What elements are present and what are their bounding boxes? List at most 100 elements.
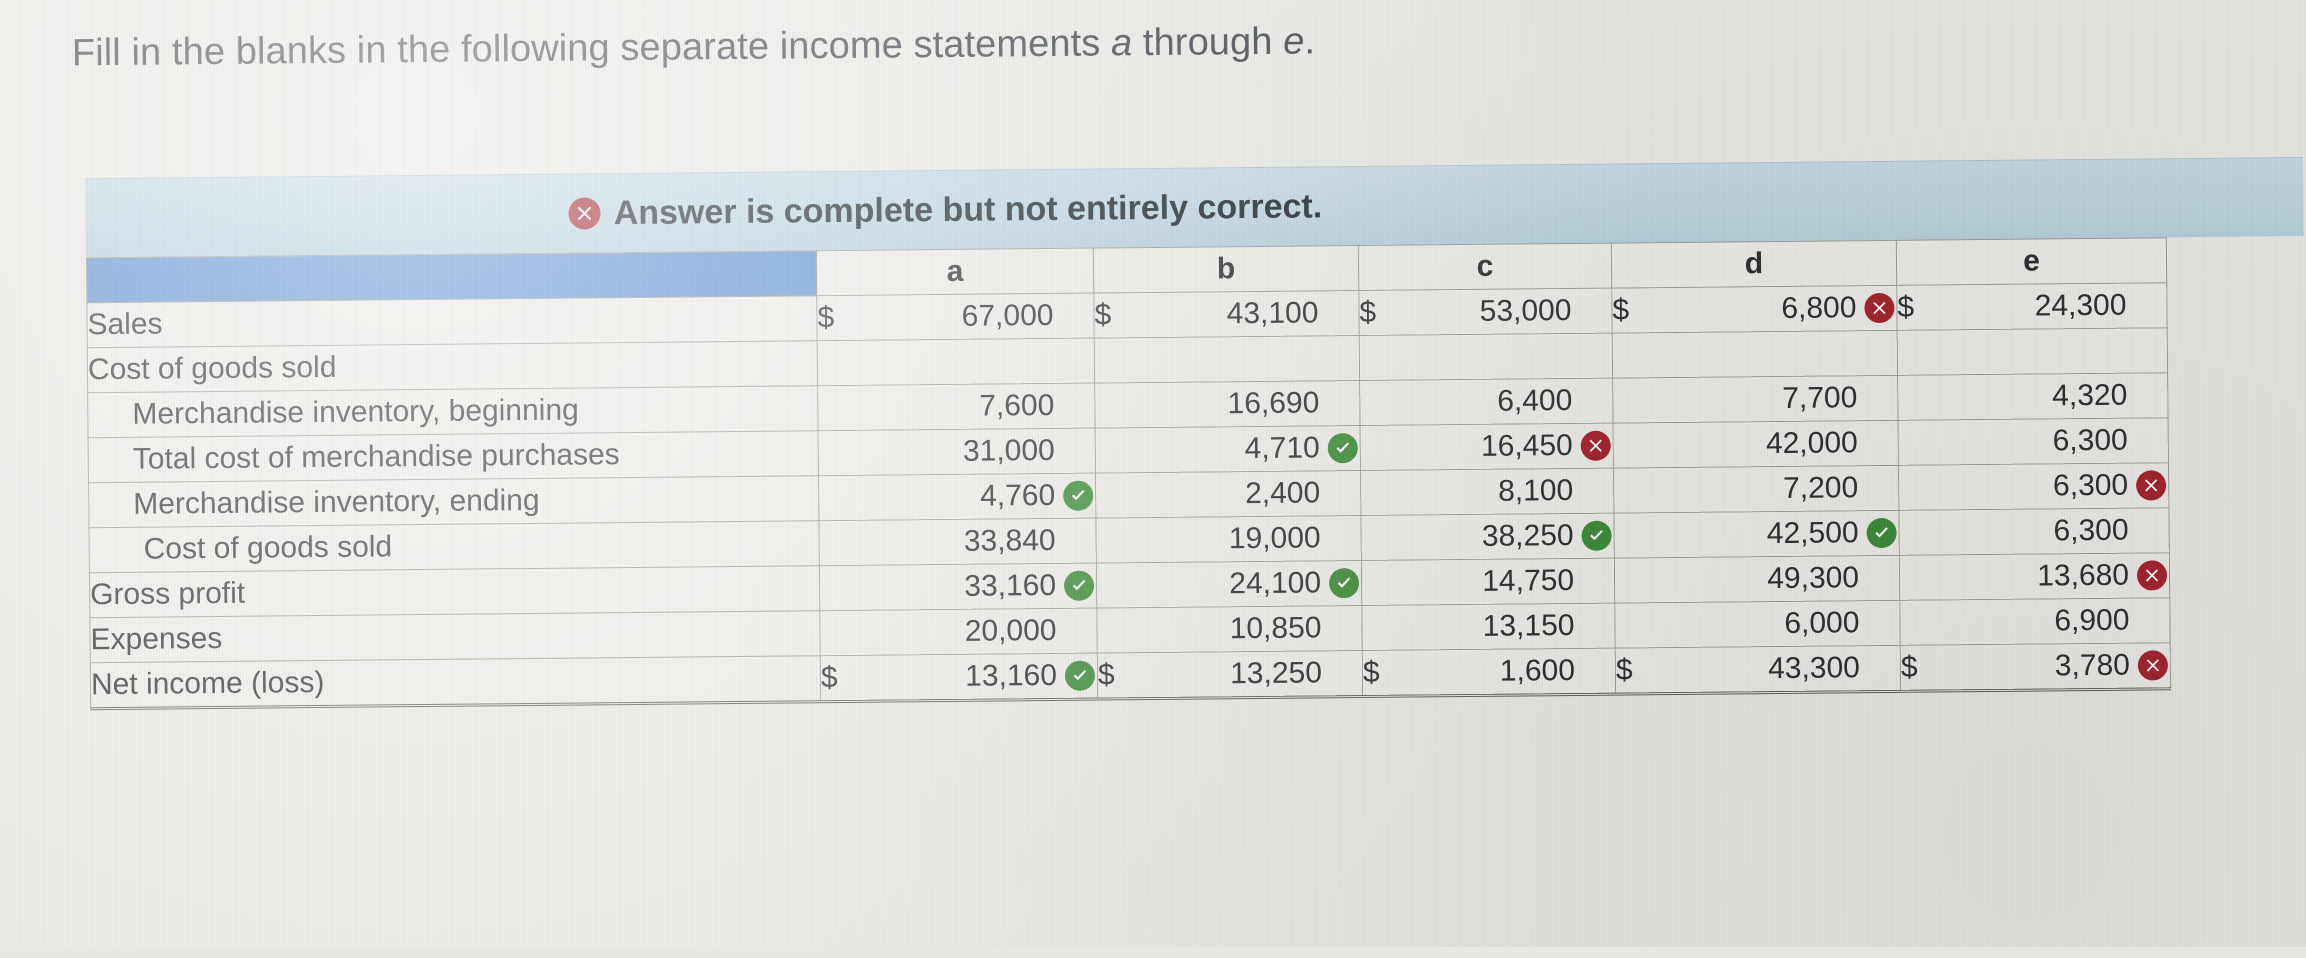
cell-c[interactable]: $53,000 xyxy=(1358,288,1613,336)
cell-b[interactable]: $43,100 xyxy=(1093,290,1360,339)
cell-b[interactable]: 24,100 xyxy=(1096,560,1362,609)
currency-symbol: $ xyxy=(817,301,835,335)
cell-value: 13,680 xyxy=(2037,558,2130,593)
cell-content: 14,750 xyxy=(1362,559,1614,605)
cell-value: 6,800 xyxy=(1781,291,1857,325)
cell-b[interactable]: 10,850 xyxy=(1096,605,1363,654)
cell-b[interactable]: 19,000 xyxy=(1095,515,1362,564)
cell-value: 13,250 xyxy=(1230,656,1323,691)
cell-e[interactable]: $24,300 xyxy=(1896,282,2168,331)
cell-d[interactable]: 42,000 xyxy=(1613,420,1899,469)
cell-c[interactable]: 38,250 xyxy=(1360,513,1615,561)
cell-value: 16,690 xyxy=(1227,386,1320,421)
cell-a[interactable]: $13,160 xyxy=(820,653,1098,702)
cell-content: 19,000 xyxy=(1096,516,1360,563)
prompt-italic-e: e xyxy=(1282,20,1305,63)
cell-b[interactable] xyxy=(1094,335,1360,384)
row-label: Merchandise inventory, ending xyxy=(88,475,819,528)
cell-value: 19,000 xyxy=(1228,521,1321,556)
cell-content: 7,200 xyxy=(1614,466,1898,513)
cell-a[interactable]: 20,000 xyxy=(819,608,1098,656)
cell-d[interactable]: 42,500 xyxy=(1613,510,1900,559)
cell-content: 6,900 xyxy=(1900,598,2169,645)
cell-value: 31,000 xyxy=(962,433,1055,468)
cell-e[interactable]: 6,300 xyxy=(1898,507,2170,556)
cell-e[interactable]: 4,320 xyxy=(1897,372,2169,421)
cell-a[interactable]: 33,160 xyxy=(819,563,1097,611)
cell-e[interactable] xyxy=(1897,327,2168,376)
cell-content: $24,300 xyxy=(1897,283,2166,330)
cell-content: 16,690 xyxy=(1095,381,1359,428)
cell-content: 42,000 xyxy=(1614,421,1898,468)
cell-content: $13,250 xyxy=(1098,651,1362,698)
cell-e[interactable]: 6,300 xyxy=(1898,462,2169,511)
check-circle-icon xyxy=(1326,433,1360,464)
cell-c[interactable]: 14,750 xyxy=(1361,558,1615,606)
x-circle-icon xyxy=(2134,470,2168,501)
row-label: Cost of goods sold xyxy=(88,520,820,573)
cell-value: 33,160 xyxy=(964,568,1057,603)
cell-a[interactable]: 31,000 xyxy=(818,428,1096,476)
cell-value: 42,000 xyxy=(1765,426,1858,461)
cell-value xyxy=(1360,356,1572,358)
cell-e[interactable]: 13,680 xyxy=(1899,552,2170,601)
currency-symbol: $ xyxy=(1097,658,1115,692)
cell-a[interactable]: $67,000 xyxy=(816,293,1095,341)
cell-content: 20,000 xyxy=(820,609,1096,656)
cell-content: $3,780 xyxy=(1901,643,2170,690)
cell-content: 31,000 xyxy=(819,429,1095,476)
cell-a[interactable] xyxy=(817,338,1095,386)
cell-d[interactable]: 7,200 xyxy=(1613,465,1899,514)
table-body: Sales $67,000 $43,100 $53,000 $6,800 $24,300 C… xyxy=(86,282,2171,709)
cell-content: 6,000 xyxy=(1615,601,1899,648)
cell-d[interactable]: 49,300 xyxy=(1614,555,1900,604)
column-header-blank xyxy=(86,250,817,303)
row-label: Sales xyxy=(86,295,818,348)
currency-symbol: $ xyxy=(1900,650,1918,684)
cell-c[interactable]: 8,100 xyxy=(1360,468,1614,516)
cell-value: 16,450 xyxy=(1480,428,1573,463)
cell-b[interactable]: 16,690 xyxy=(1094,380,1361,429)
cell-content: 33,160 xyxy=(820,564,1096,611)
check-circle-icon xyxy=(1061,480,1095,511)
cell-c[interactable]: $1,600 xyxy=(1362,648,1616,697)
cell-c[interactable]: 6,400 xyxy=(1359,378,1614,426)
cell-value: 6,900 xyxy=(2054,603,2130,638)
cell-value: 2,400 xyxy=(1244,476,1321,511)
cell-b[interactable]: $13,250 xyxy=(1097,650,1363,700)
cell-content: 13,150 xyxy=(1362,604,1614,650)
cell-content: 4,760 xyxy=(819,474,1095,521)
cell-content: 2,400 xyxy=(1096,471,1360,518)
cell-content: 24,100 xyxy=(1097,561,1361,608)
check-circle-icon xyxy=(1579,520,1613,551)
column-header-e: e xyxy=(1896,237,2167,286)
cell-value xyxy=(1095,358,1319,360)
income-statement-table-wrapper: a b c d e Sales $67,000 $43,100 $53,000 $6,8… xyxy=(85,237,2172,711)
cell-d[interactable]: $43,300 xyxy=(1615,645,1901,695)
cell-a[interactable]: 4,760 xyxy=(818,473,1096,521)
cell-b[interactable]: 4,710 xyxy=(1095,425,1361,474)
cell-content: 42,500 xyxy=(1614,511,1898,558)
x-circle-icon xyxy=(2135,560,2169,591)
cell-c[interactable]: 13,150 xyxy=(1361,603,1616,651)
cell-e[interactable]: 6,300 xyxy=(1898,417,2169,466)
cell-content: 4,320 xyxy=(1898,373,2167,420)
cell-d[interactable]: 7,700 xyxy=(1612,375,1899,424)
cell-e[interactable]: $3,780 xyxy=(1900,642,2171,692)
cell-d[interactable]: $6,800 xyxy=(1611,285,1898,334)
cell-c[interactable] xyxy=(1359,333,1613,381)
cell-value: 20,000 xyxy=(964,613,1057,648)
cell-a[interactable]: 33,840 xyxy=(818,518,1097,566)
cell-b[interactable]: 2,400 xyxy=(1095,470,1361,519)
currency-symbol: $ xyxy=(1897,290,1915,324)
cell-value: 24,300 xyxy=(2034,288,2127,323)
cell-d[interactable] xyxy=(1612,330,1898,379)
cell-d[interactable]: 6,000 xyxy=(1614,600,1901,649)
currency-symbol: $ xyxy=(1359,295,1377,330)
cell-value: 24,100 xyxy=(1229,566,1322,601)
cell-content: $43,100 xyxy=(1094,291,1358,338)
cell-e[interactable]: 6,900 xyxy=(1899,597,2171,646)
cell-value: 13,150 xyxy=(1482,608,1575,643)
cell-c[interactable]: 16,450 xyxy=(1360,423,1614,471)
cell-a[interactable]: 7,600 xyxy=(817,383,1096,431)
